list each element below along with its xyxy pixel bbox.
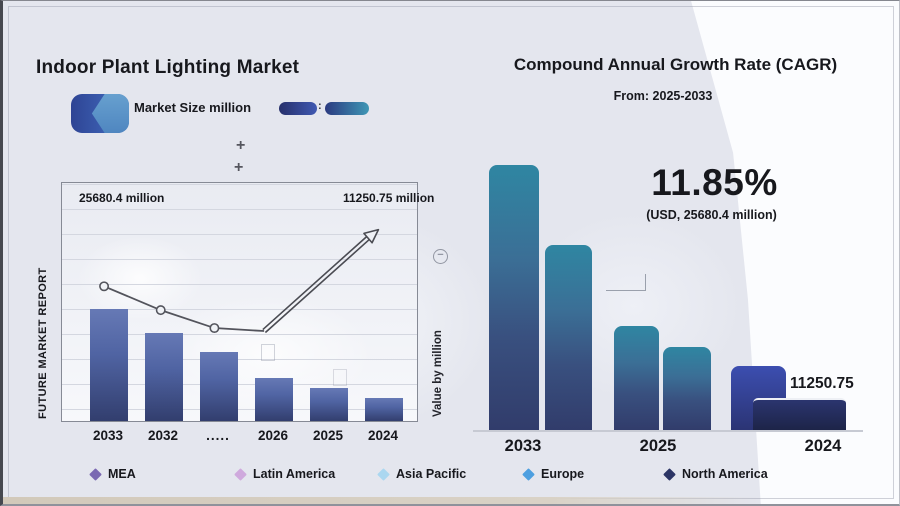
cagr-title: Compound Annual Growth Rate (CAGR): [513, 55, 838, 74]
legend-label: Asia Pacific: [396, 467, 467, 481]
bar-2032: [145, 333, 183, 421]
max-value-annotation: 25680.4 million: [79, 191, 165, 205]
bar-2024: [365, 398, 403, 421]
legend-label: Latin America: [253, 467, 336, 481]
x-tick-label: 2033: [92, 428, 124, 443]
ghost-clipboard-icon: [261, 344, 275, 361]
min-value-annotation: 11250.75 million: [343, 191, 435, 205]
value-callout: 11250.75: [790, 375, 854, 392]
diamond-icon: [522, 467, 535, 481]
market-size-chart: [61, 182, 418, 422]
legend-item-europe: Europe: [522, 467, 585, 481]
legend: MEA Latin America Asia Pacific Europe No…: [3, 467, 899, 487]
legend-label: North America: [682, 467, 768, 481]
x-tick-label: 2032: [147, 428, 179, 443]
cylinder-face: [91, 94, 129, 133]
page-title: Indoor Plant Lighting Market: [36, 57, 300, 78]
step-connector-line: [606, 274, 646, 291]
legend-item-asia-pacific: Asia Pacific: [377, 467, 467, 481]
watermark-label: FUTURE MARKET REPORT: [37, 267, 49, 419]
bar-2026: [255, 378, 293, 421]
plus-icon: +: [234, 159, 244, 176]
pill-separator: :: [318, 100, 322, 112]
legend-item-north-america: North America: [663, 467, 768, 481]
market-size-label: Market Size million: [134, 100, 252, 115]
value-axis-label: Value by million: [432, 330, 444, 417]
pill-badge-left: [279, 102, 317, 115]
bar-group-2025-primary: [614, 326, 659, 430]
x-tick-label: 2024: [367, 428, 399, 443]
bar-group-2033-primary: [489, 165, 539, 430]
diamond-icon: [89, 467, 102, 481]
diamond-icon: [234, 467, 247, 481]
legend-item-mea: MEA: [89, 467, 136, 481]
bar-group-2024-secondary: [753, 398, 846, 430]
x-tick-label: 2033: [504, 437, 542, 455]
cagr-basis: (USD, 25680.4 million): [646, 208, 777, 222]
bar-2033: [90, 309, 128, 421]
bar-2025: [310, 388, 348, 421]
pill-badge-right: [325, 102, 369, 115]
plus-icon: +: [236, 137, 246, 154]
cagr-value: 11.85%: [651, 162, 778, 203]
bar-intermediate: [200, 352, 238, 421]
ghost-clipboard-icon: [333, 369, 347, 386]
x-tick-label: 2026: [257, 428, 289, 443]
minus-circle-icon: −: [433, 249, 448, 264]
cylinder-icon: [71, 94, 129, 133]
bar-group-2033-secondary: [545, 245, 592, 430]
diamond-icon: [377, 467, 390, 481]
x-tick-label: 2025: [639, 437, 677, 455]
x-tick-label: .....: [206, 428, 230, 443]
x-tick-label: 2025: [312, 428, 344, 443]
diamond-icon: [663, 467, 676, 481]
legend-label: MEA: [108, 467, 136, 481]
bottom-accent-strip: [3, 497, 763, 504]
legend-item-latin-america: Latin America: [234, 467, 336, 481]
left-chart-x-axis: 2033 2032 ..... 2026 2025 2024: [61, 428, 418, 446]
legend-label: Europe: [541, 467, 585, 481]
bar-group-2025-secondary: [663, 347, 711, 430]
cagr-subtitle: From: 2025-2033: [613, 89, 713, 103]
right-chart-baseline: [473, 430, 863, 432]
x-tick-label: 2024: [804, 437, 842, 455]
